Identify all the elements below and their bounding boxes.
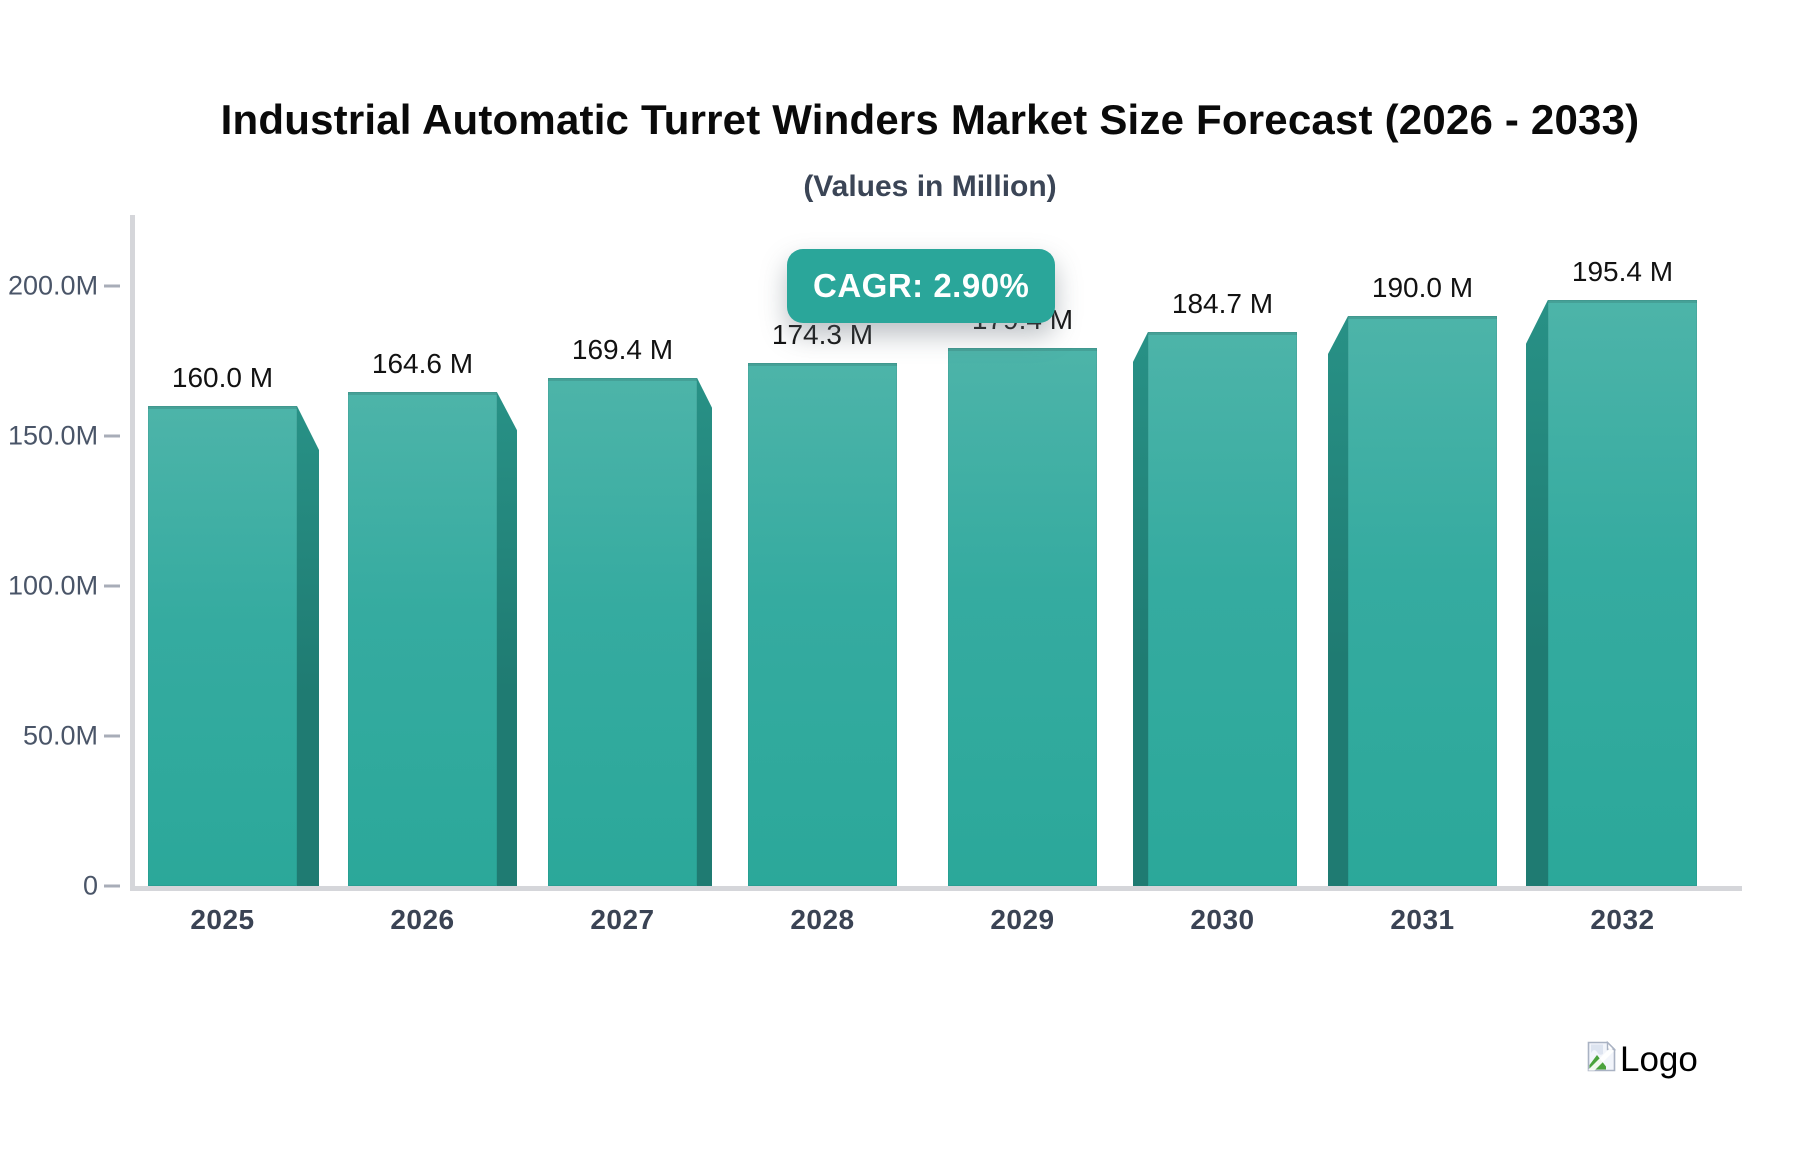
- y-axis-tick: [104, 734, 120, 738]
- logo-alt-text: Logo: [1620, 1040, 1698, 1079]
- bar-side-face-2026: [497, 392, 517, 886]
- x-axis-label: 2025: [190, 904, 255, 935]
- bar-value-label: 190.0 M: [1371, 272, 1474, 303]
- bar-side-face-2025: [297, 406, 319, 886]
- broken-image-icon: [1585, 1040, 1618, 1078]
- bar-side-face-2027: [697, 377, 712, 886]
- y-axis-label: 0: [82, 870, 98, 901]
- x-axis-label: 2029: [990, 904, 1055, 935]
- cagr-badge: CAGR: 2.90%: [787, 249, 1056, 323]
- y-axis-tick: [104, 284, 120, 288]
- bar-side-face-2032: [1526, 299, 1548, 886]
- bar-value-label: 169.4 M: [571, 333, 674, 365]
- bar-side-face-2030: [1133, 331, 1148, 886]
- x-axis-label: 2031: [1390, 904, 1455, 935]
- chart-subtitle: (Values in Million): [803, 170, 1057, 203]
- y-axis-tick: [104, 434, 120, 438]
- bar-value-label: 184.7 M: [1171, 287, 1274, 319]
- y-axis-label: 200.0M: [8, 270, 99, 301]
- x-axis-line: [130, 886, 1742, 891]
- y-axis-label: 50.0M: [22, 720, 98, 751]
- x-axis-label: 2030: [1190, 904, 1255, 935]
- bar-value-label: 164.6 M: [371, 348, 474, 380]
- bar-2029[interactable]: [948, 347, 1097, 886]
- x-axis-label: 2028: [790, 904, 855, 935]
- x-axis-label: 2027: [590, 904, 655, 935]
- bar-side-face-2031: [1328, 316, 1348, 886]
- x-axis-label: 2032: [1590, 904, 1655, 935]
- y-axis-label: 100.0M: [8, 570, 99, 601]
- bar-value-label: 174.3 M: [771, 319, 874, 351]
- bar-value-label: 160.0 M: [171, 362, 274, 393]
- bar-value-label: 195.4 M: [1571, 255, 1674, 287]
- bar-2030[interactable]: [1148, 331, 1297, 886]
- bar-2031[interactable]: [1348, 316, 1497, 886]
- bar-2032[interactable]: [1548, 299, 1697, 886]
- y-axis-line: [130, 215, 135, 891]
- y-axis-tick: [104, 584, 120, 588]
- chart-header: Industrial Automatic Turret Winders Mark…: [60, 96, 1800, 204]
- logo-placeholder: Logo: [1585, 1040, 1698, 1078]
- x-axis-label: 2026: [390, 904, 455, 935]
- bar-2027[interactable]: [548, 377, 697, 886]
- y-axis-tick: [104, 884, 120, 888]
- bar-2028[interactable]: [748, 363, 897, 886]
- chart-title: Industrial Automatic Turret Winders Mark…: [220, 96, 1640, 143]
- bar-2025[interactable]: [148, 406, 297, 886]
- y-axis-label: 150.0M: [8, 420, 99, 451]
- bar-2026[interactable]: [348, 392, 497, 886]
